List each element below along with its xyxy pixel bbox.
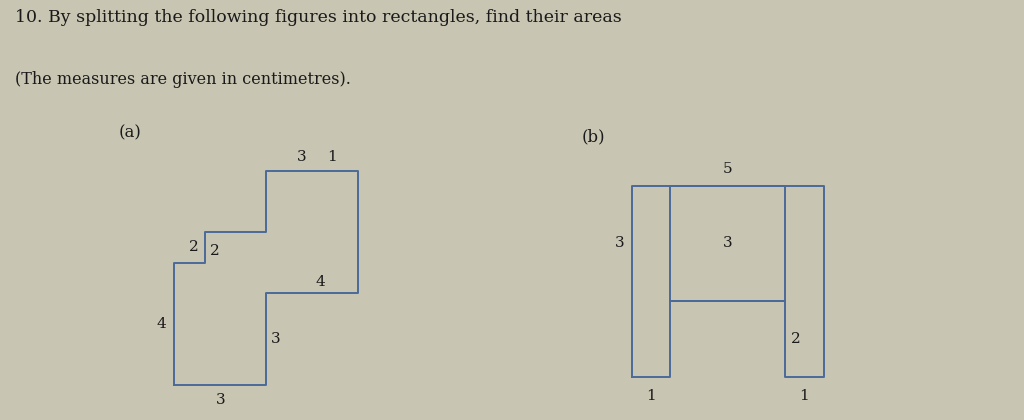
- Text: 3: 3: [297, 150, 306, 164]
- Text: 5: 5: [723, 162, 732, 176]
- Text: 1: 1: [646, 389, 656, 403]
- Text: 2: 2: [189, 240, 199, 254]
- Text: 1: 1: [800, 389, 809, 403]
- Text: 3: 3: [723, 236, 732, 250]
- Text: 1: 1: [328, 150, 337, 164]
- Text: 2: 2: [210, 244, 219, 258]
- Text: 3: 3: [270, 332, 281, 346]
- Text: (a): (a): [119, 124, 142, 142]
- Text: 3: 3: [614, 236, 625, 250]
- Text: 10. By splitting the following figures into rectangles, find their areas: 10. By splitting the following figures i…: [15, 9, 623, 26]
- Text: 4: 4: [315, 275, 325, 289]
- Text: 3: 3: [215, 393, 225, 407]
- Text: (b): (b): [582, 129, 605, 145]
- Text: 4: 4: [157, 317, 167, 331]
- Text: (The measures are given in centimetres).: (The measures are given in centimetres).: [15, 71, 351, 88]
- Text: 2: 2: [791, 332, 801, 346]
